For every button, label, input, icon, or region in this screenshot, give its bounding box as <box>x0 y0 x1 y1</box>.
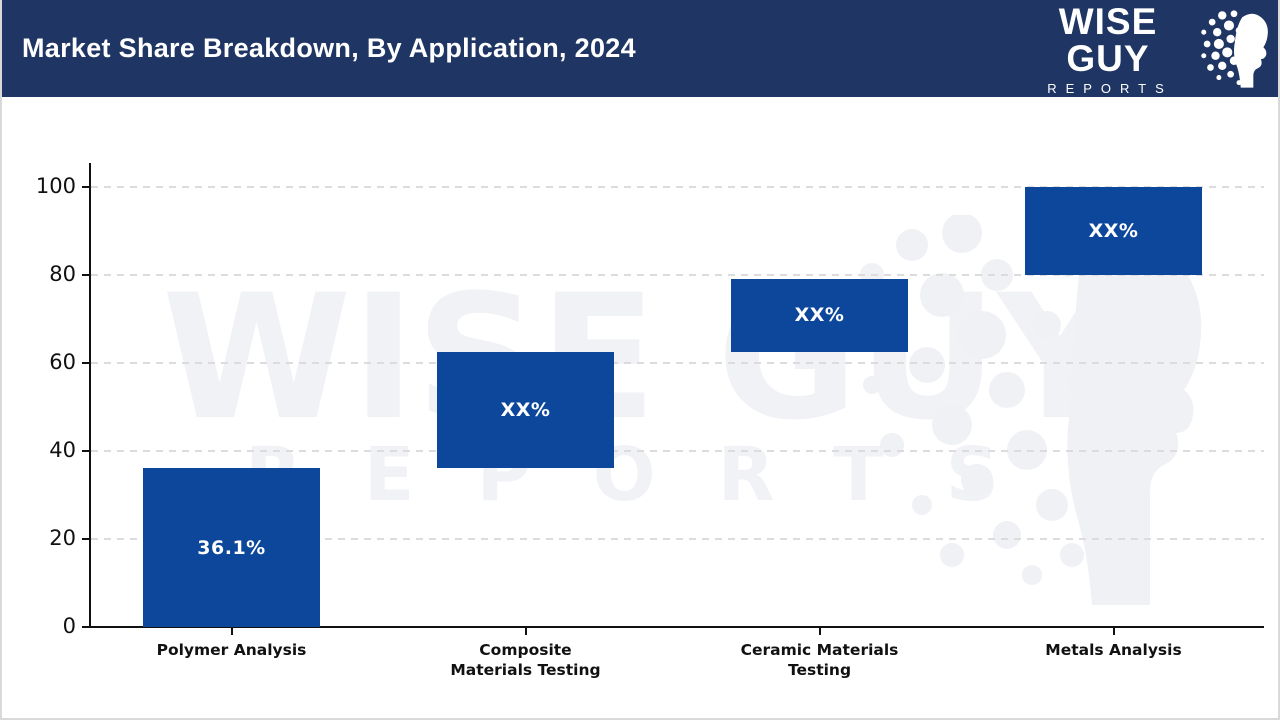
x-tick-mark <box>230 628 233 635</box>
gridline <box>91 450 1264 452</box>
x-tick-mark <box>818 628 821 635</box>
y-tick-mark <box>82 626 90 628</box>
x-axis-label-line: Materials Testing <box>450 661 601 679</box>
page-title: Market Share Breakdown, By Application, … <box>22 33 636 63</box>
x-axis-line <box>88 626 1264 628</box>
x-axis-label: Composite Materials Testing <box>396 640 656 680</box>
x-axis-label: Metals Analysis <box>984 640 1244 660</box>
x-axis-label: Ceramic Materials Testing <box>690 640 950 680</box>
bar-value-label: XX% <box>794 304 845 327</box>
watermark-head-dots <box>860 215 1202 605</box>
y-tick-label: 20 <box>49 526 76 550</box>
y-tick-mark <box>82 274 90 276</box>
bar-value-label: XX% <box>500 399 551 422</box>
y-tick-mark <box>82 362 90 364</box>
x-tick-mark <box>524 628 527 635</box>
gridline <box>91 186 1264 188</box>
bar-value-label: XX% <box>1088 220 1139 242</box>
bar-metals-analysis: XX% <box>1025 187 1202 275</box>
head-dots-logo-icon <box>1201 10 1268 88</box>
brand-wordmark: WISE GUY <box>1058 1 1158 79</box>
bar-polymer-analysis: 36.1% <box>143 468 320 627</box>
bar-composite-materials-testing: XX% <box>437 352 614 469</box>
header-bar: Market Share Breakdown, By Application, … <box>2 0 1278 97</box>
y-tick-mark <box>82 538 90 540</box>
bar-value-label: 36.1% <box>197 536 266 559</box>
y-tick-label: 40 <box>49 438 76 462</box>
y-tick-mark <box>82 450 90 452</box>
y-tick-label: 60 <box>49 350 76 374</box>
gridline <box>91 362 1264 364</box>
x-axis-label-line: Composite <box>479 641 572 659</box>
brand-logo: WISE GUY REPORTS <box>1026 3 1276 95</box>
bar-ceramic-materials-testing: XX% <box>731 278 908 353</box>
y-tick-label: 100 <box>35 174 76 198</box>
x-axis-label-line: Ceramic Materials <box>740 641 899 659</box>
x-tick-mark <box>1112 628 1115 635</box>
y-tick-label: 0 <box>62 614 76 638</box>
gridline <box>91 538 1264 540</box>
y-tick-label: 80 <box>49 262 76 286</box>
x-axis-label-line: Polymer Analysis <box>156 641 307 659</box>
x-axis-label-line: Metals Analysis <box>1045 641 1182 659</box>
brand-logo-text: WISE GUY REPORTS <box>1026 3 1190 95</box>
y-tick-mark <box>82 186 90 188</box>
x-axis-label-line: Testing <box>787 661 852 679</box>
gridline <box>91 274 1264 276</box>
brand-reports-label: REPORTS <box>1047 81 1173 96</box>
y-axis-line <box>89 163 91 628</box>
x-axis-label: Polymer Analysis <box>102 640 362 660</box>
